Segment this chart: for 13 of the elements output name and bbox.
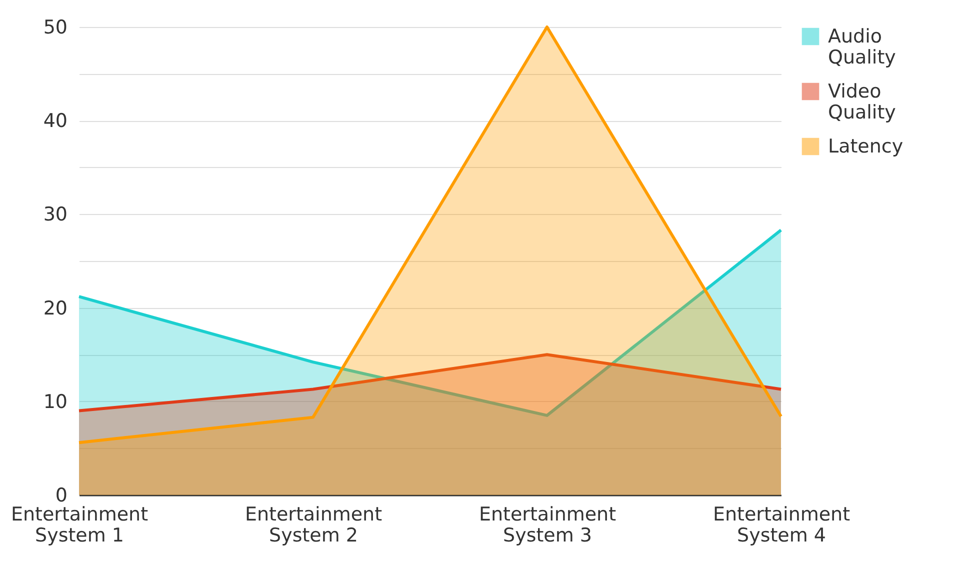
- y-tick-label: 50: [43, 16, 68, 38]
- y-tick-label: 40: [43, 110, 68, 132]
- x-tick-label: Entertainment System 2: [244, 504, 382, 546]
- y-tick-label: 0: [55, 484, 68, 506]
- x-tick-label: Entertainment System 1: [10, 504, 148, 546]
- legend-label: Latency: [828, 136, 904, 158]
- legend-label: Audio Quality: [828, 26, 896, 68]
- y-tick-label: 20: [43, 297, 68, 320]
- x-tick-label: Entertainment System 4: [712, 504, 850, 546]
- y-tick-label: 30: [43, 204, 68, 226]
- x-tick-label: Entertainment System 3: [478, 504, 616, 546]
- y-tick-label: 10: [43, 390, 68, 413]
- legend-label: Video Quality: [828, 80, 896, 124]
